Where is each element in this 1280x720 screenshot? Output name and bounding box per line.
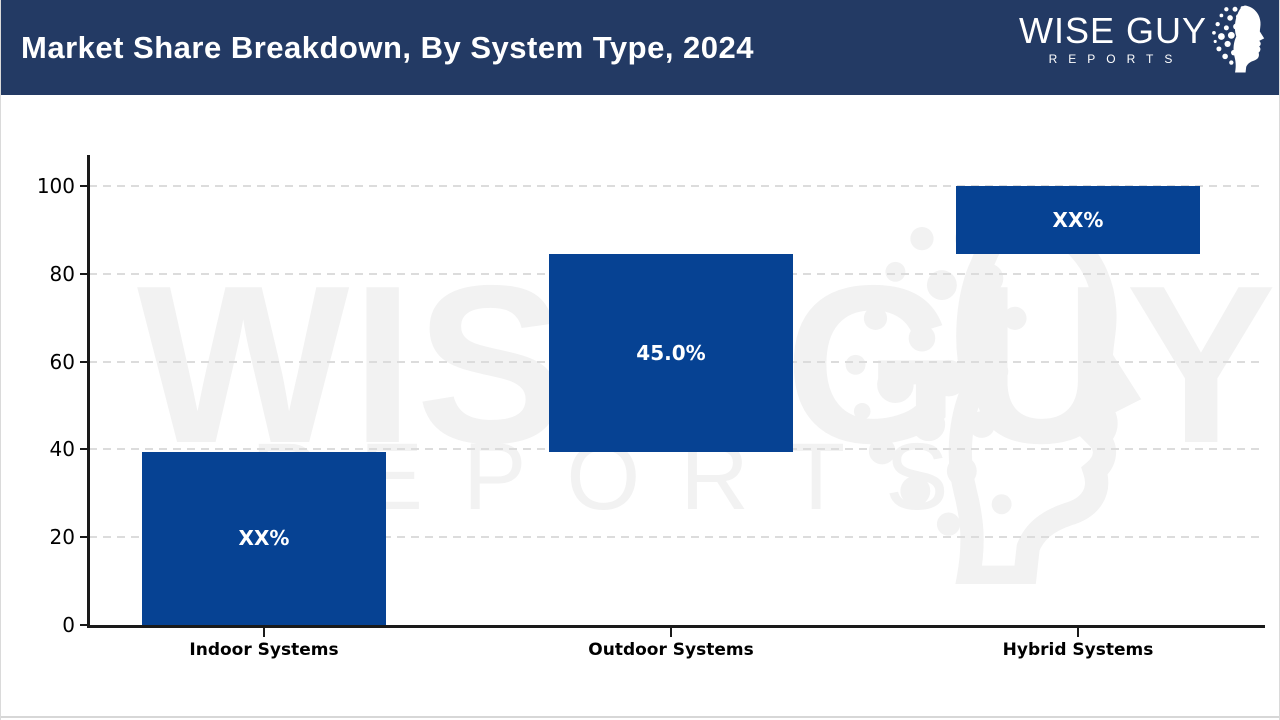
y-tick-label-60: 60 (49, 349, 75, 374)
brand-wordmark: WISE GUY (1018, 10, 1207, 52)
x-tick-mark-1 (670, 628, 672, 637)
y-tick-mark-80 (80, 272, 89, 275)
bar-segment: XX% (956, 186, 1200, 255)
y-tick-mark-60 (80, 360, 89, 363)
x-tick-label-0: Indoor Systems (189, 640, 339, 660)
y-tick-mark-20 (80, 536, 89, 539)
x-tick-mark-2 (1077, 628, 1079, 637)
gridline-20 (89, 536, 1263, 539)
brand-text: WISE GUY REPORTS (1019, 12, 1207, 66)
bottom-hairline (1, 716, 1279, 718)
y-tick-mark-40 (80, 448, 89, 451)
wiseguy-dotted-head-icon (1212, 5, 1265, 73)
page-title: Market Share Breakdown, By System Type, … (21, 29, 755, 65)
y-tick-mark-100 (80, 185, 89, 187)
x-tick-label-1: Outdoor Systems (588, 640, 754, 660)
bar-value-label: XX% (1052, 208, 1104, 233)
brand-subtext: REPORTS (1048, 51, 1184, 66)
x-axis-line (87, 625, 1265, 628)
bar-value-label: 45.0% (636, 340, 706, 365)
watermark-dotted-head-icon (845, 212, 1142, 584)
logo-dots (1212, 6, 1246, 65)
y-tick-label-20: 20 (49, 525, 75, 550)
y-tick-label-0: 0 (62, 613, 75, 637)
brand-logo: WISE GUY REPORTS (1019, 4, 1271, 74)
bar-value-label: XX% (238, 526, 290, 551)
bar-segment: XX% (142, 451, 386, 625)
x-tick-label-2: Hybrid Systems (1002, 640, 1154, 660)
y-tick-mark-0 (80, 624, 89, 626)
bar-segment: 45.0% (549, 254, 793, 452)
header: Market Share Breakdown, By System Type, … (1, 0, 1279, 95)
y-tick-label-100: 100 (36, 174, 75, 198)
gridline-100 (89, 185, 1263, 187)
watermark-dots (845, 222, 1027, 536)
y-tick-label-40: 40 (49, 437, 75, 462)
y-axis-line (87, 155, 90, 628)
y-tick-label-80: 80 (49, 261, 75, 286)
x-tick-mark-0 (263, 628, 265, 637)
